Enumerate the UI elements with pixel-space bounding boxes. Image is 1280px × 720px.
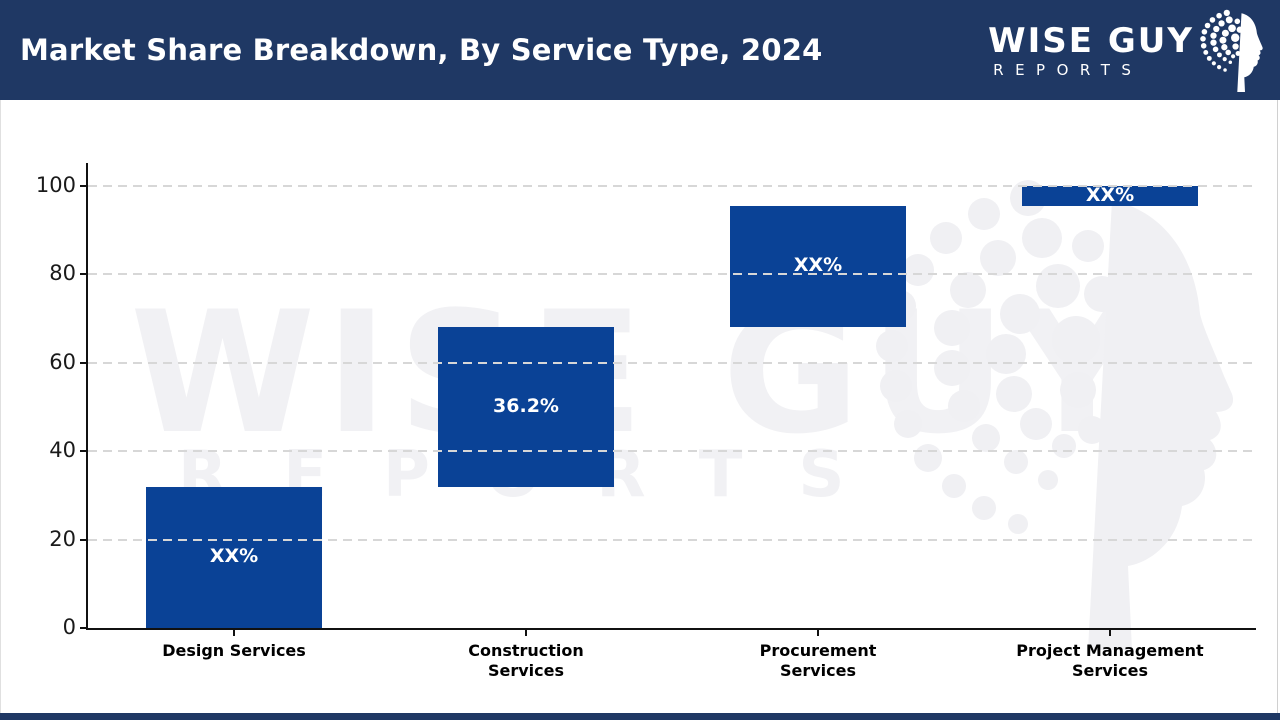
gridline-20	[88, 538, 1256, 541]
bar-value-label-4: XX%	[1085, 183, 1135, 206]
y-tick-mark-20	[80, 538, 88, 541]
x-category-label-4: Project Management Services	[1016, 641, 1204, 680]
y-tick-label-60: 60	[49, 349, 76, 374]
y-tick-label-80: 80	[49, 261, 76, 286]
footer-bar	[0, 713, 1280, 720]
bar-value-label-1: XX%	[209, 545, 259, 568]
x-tick-mark-4	[1109, 629, 1111, 636]
bar-1	[146, 486, 322, 628]
y-tick-label-100: 100	[35, 173, 76, 197]
y-axis-line	[86, 163, 88, 630]
page-title: Market Share Breakdown, By Service Type,…	[20, 33, 823, 67]
y-tick-mark-60	[80, 361, 88, 364]
gridline-60	[88, 361, 1256, 364]
bar-2	[438, 326, 614, 487]
left-edge-line	[0, 100, 1, 713]
bar-value-label-2: 36.2%	[493, 394, 559, 417]
x-category-label-1: Design Services	[162, 641, 306, 660]
bar-3	[730, 205, 906, 327]
wiseguy-face-logo-icon	[1200, 9, 1263, 92]
x-axis-line	[86, 628, 1256, 630]
logo-reports-text: REPORTS	[993, 60, 1143, 79]
y-tick-mark-80	[80, 273, 88, 276]
x-tick-mark-3	[817, 629, 819, 636]
x-category-label-2: Construction Services	[468, 641, 584, 680]
bar-value-label-3: XX%	[793, 254, 843, 277]
wiseguy-logo: WISE GUY REPORTS	[988, 8, 1266, 92]
header-bar: Market Share Breakdown, By Service Type,…	[0, 0, 1280, 100]
right-edge-line	[1277, 100, 1278, 713]
gridline-100	[88, 185, 1256, 187]
logo-wiseguy-text: WISE GUY	[988, 20, 1194, 61]
y-tick-mark-0	[80, 627, 88, 629]
x-category-label-3: Procurement Services	[759, 641, 877, 680]
gridline-80	[88, 273, 1256, 276]
x-tick-mark-2	[525, 629, 527, 636]
y-tick-mark-40	[80, 450, 88, 453]
x-tick-mark-1	[233, 629, 235, 636]
y-tick-label-20: 20	[49, 526, 76, 551]
y-tick-mark-100	[80, 185, 88, 187]
y-tick-label-0: 0	[62, 615, 76, 639]
y-tick-label-40: 40	[49, 438, 76, 463]
gridline-40	[88, 450, 1256, 453]
